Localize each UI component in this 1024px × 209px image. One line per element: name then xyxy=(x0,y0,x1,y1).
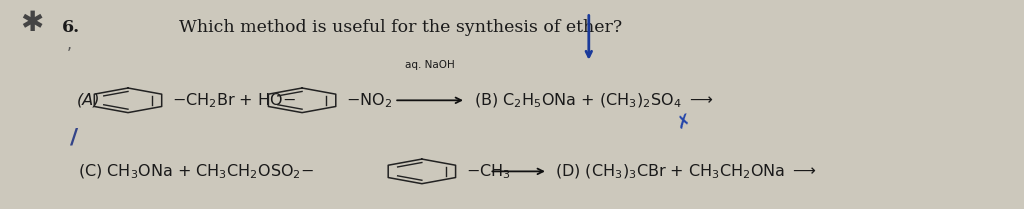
Text: ✱: ✱ xyxy=(20,9,44,37)
Text: 6.: 6. xyxy=(61,19,80,36)
Text: /: / xyxy=(70,128,78,148)
Text: $-$CH$_3$: $-$CH$_3$ xyxy=(466,162,511,181)
Text: (B) C$_2$H$_5$ONa $+$ (CH$_3$)$_2$SO$_4$ $\longrightarrow$: (B) C$_2$H$_5$ONa $+$ (CH$_3$)$_2$SO$_4$… xyxy=(474,91,714,110)
Text: ’: ’ xyxy=(67,47,72,62)
Text: aq. NaOH: aq. NaOH xyxy=(406,60,455,70)
Text: Which method is useful for the synthesis of ether?: Which method is useful for the synthesis… xyxy=(179,19,623,36)
Text: (D) (CH$_3$)$_3$CBr $+$ CH$_3$CH$_2$ONa $\longrightarrow$: (D) (CH$_3$)$_3$CBr $+$ CH$_3$CH$_2$ONa … xyxy=(555,162,817,181)
Text: ✗: ✗ xyxy=(674,110,694,132)
Text: $-$CH$_2$Br $+$ HO$-$: $-$CH$_2$Br $+$ HO$-$ xyxy=(172,91,296,110)
Text: (A): (A) xyxy=(77,93,100,108)
Text: (C) CH$_3$ONa $+$ CH$_3$CH$_2$OSO$_2$$-$: (C) CH$_3$ONa $+$ CH$_3$CH$_2$OSO$_2$$-$ xyxy=(78,162,314,181)
Text: $-$NO$_2$: $-$NO$_2$ xyxy=(346,91,392,110)
